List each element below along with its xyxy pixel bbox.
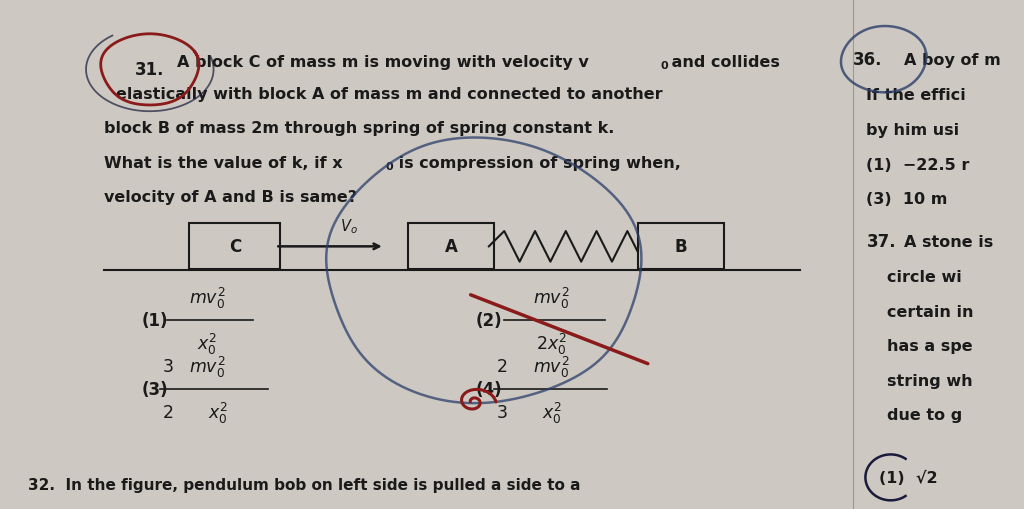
Text: (3): (3) [141,380,168,399]
Text: $2$: $2$ [496,357,507,376]
Text: $x_0^2$: $x_0^2$ [208,400,227,425]
Text: (1)  √2: (1) √2 [879,470,937,485]
Text: 36.: 36. [853,51,883,69]
Text: certain in: certain in [887,304,973,319]
Text: $3$: $3$ [496,403,508,421]
Text: and collides: and collides [666,54,780,70]
Text: 32.  In the figure, pendulum bob on left side is pulled a side to a: 32. In the figure, pendulum bob on left … [29,477,581,492]
Text: $\mathit{V}_\mathit{o}$: $\mathit{V}_\mathit{o}$ [340,216,358,235]
Text: A stone is: A stone is [904,234,993,249]
Text: $x_0^2$: $x_0^2$ [542,400,561,425]
Text: due to g: due to g [887,407,962,422]
Text: (1)  −22.5 r: (1) −22.5 r [866,158,970,173]
Text: is compression of spring when,: is compression of spring when, [393,155,681,171]
Text: block B of mass 2m through spring of spring constant k.: block B of mass 2m through spring of spr… [104,121,614,136]
Text: (1): (1) [141,312,168,330]
Text: 31.: 31. [135,61,165,79]
Text: $x_0^2$: $x_0^2$ [198,331,217,356]
Text: B: B [675,238,687,256]
Text: A: A [444,238,458,256]
Text: 0: 0 [660,61,669,71]
Text: A block C of mass m is moving with velocity v: A block C of mass m is moving with veloc… [177,54,589,70]
Text: circle wi: circle wi [887,270,962,285]
FancyBboxPatch shape [638,224,724,270]
Text: (2): (2) [476,312,503,330]
Text: C: C [228,238,241,256]
Text: A boy of m: A boy of m [904,52,1000,68]
Text: $mv_0^2$: $mv_0^2$ [189,285,225,310]
Text: elastically with block A of mass m and connected to another: elastically with block A of mass m and c… [117,87,663,102]
Text: 37.: 37. [866,233,896,251]
Text: $mv_0^2$: $mv_0^2$ [534,354,570,379]
Text: $2$: $2$ [162,403,173,421]
Text: has a spe: has a spe [887,338,972,354]
Text: 0: 0 [386,162,393,172]
Text: velocity of A and B is same?: velocity of A and B is same? [104,190,357,205]
FancyBboxPatch shape [408,224,494,270]
FancyBboxPatch shape [189,224,281,270]
Text: by him usi: by him usi [866,122,959,137]
Text: (4): (4) [476,380,503,399]
Text: If the effici: If the effici [866,88,967,103]
Text: $2x_0^2$: $2x_0^2$ [537,331,567,356]
Text: (3)  10 m: (3) 10 m [866,192,948,207]
Text: What is the value of k, if x: What is the value of k, if x [104,155,343,171]
Text: $3$: $3$ [162,357,174,376]
Text: $mv_0^2$: $mv_0^2$ [189,354,225,379]
Text: $mv_0^2$: $mv_0^2$ [534,285,570,310]
Text: string wh: string wh [887,373,972,388]
